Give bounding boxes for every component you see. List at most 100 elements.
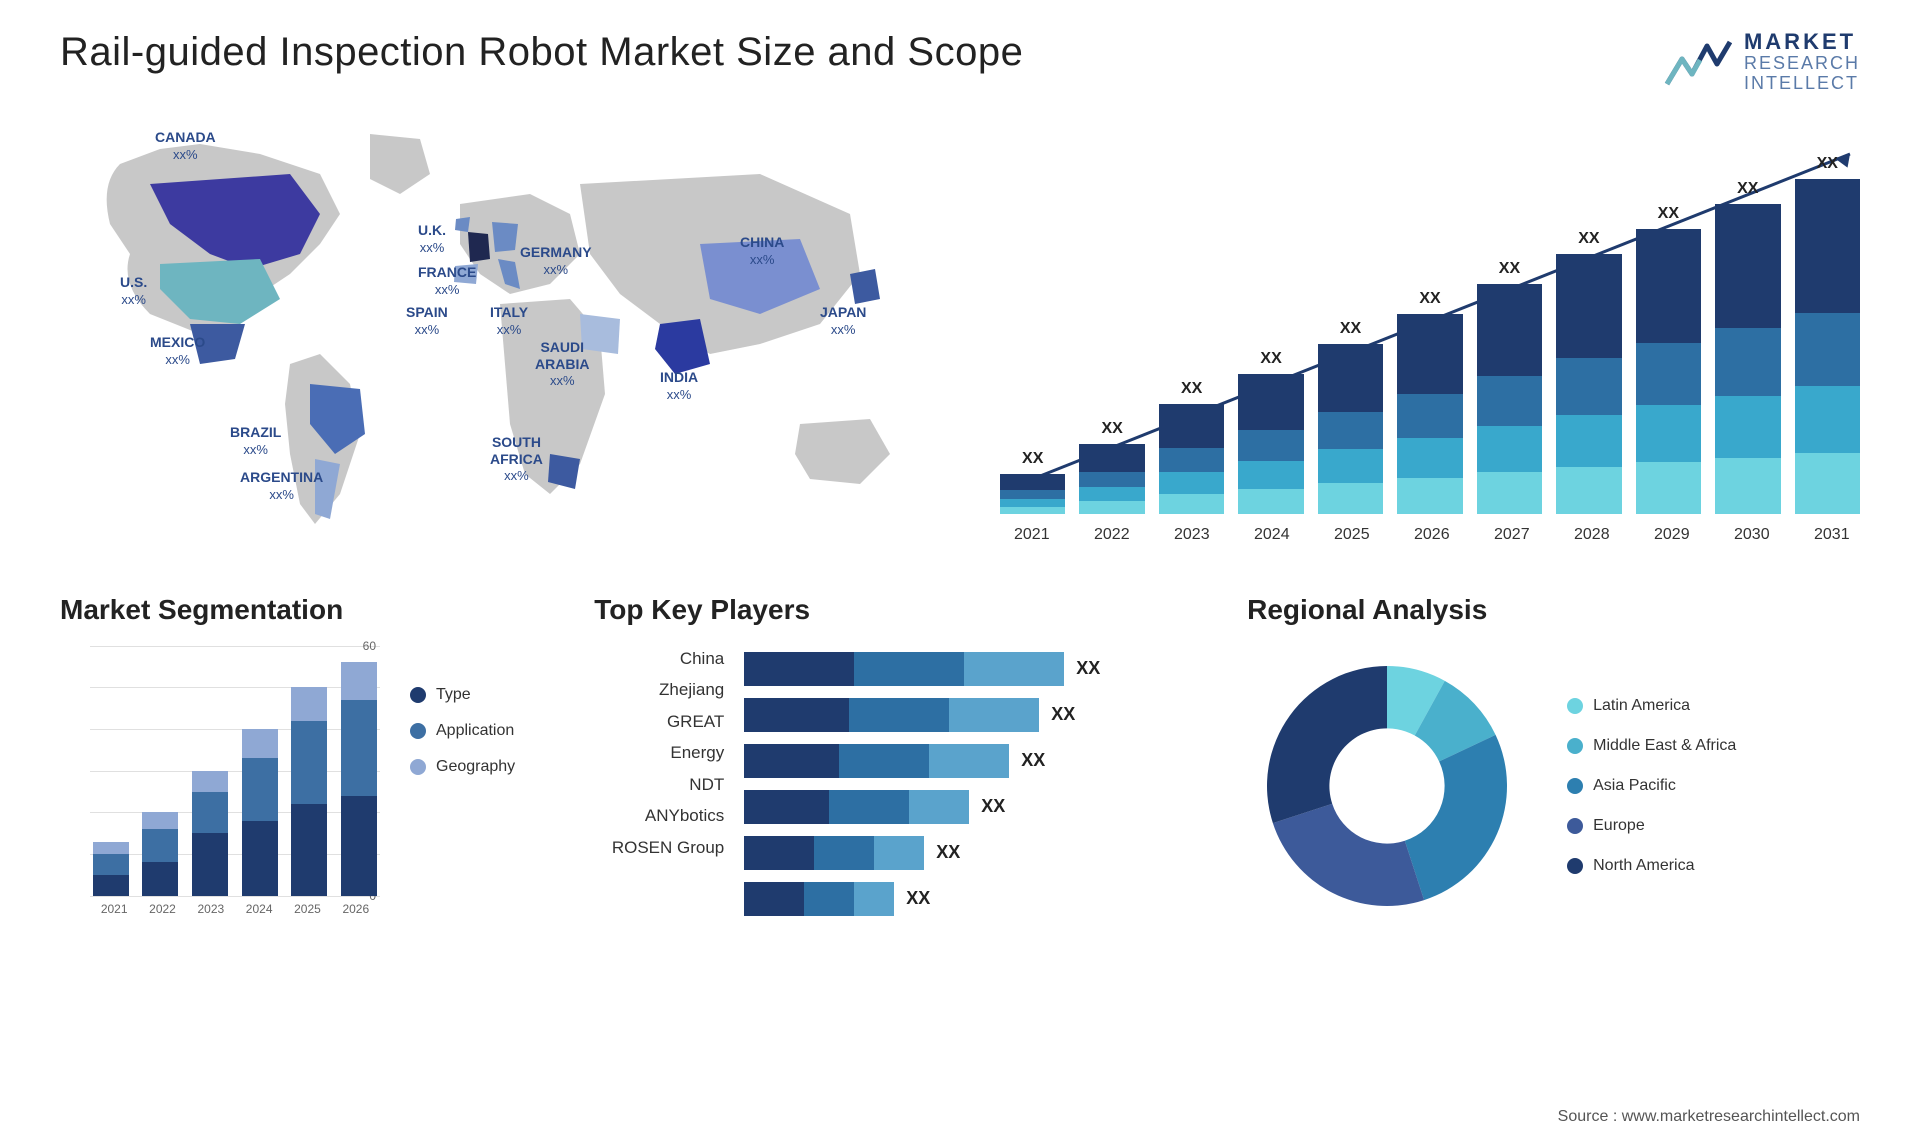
- segmentation-chart: 0102030405060 202120222023202420252026: [60, 646, 380, 926]
- country-label: CANADAxx%: [155, 129, 216, 163]
- player-bar-row: XX: [744, 652, 1207, 686]
- country-label: U.K.xx%: [418, 222, 446, 256]
- forecast-year-label: 2021: [1014, 526, 1050, 544]
- legend-item: Geography: [410, 758, 515, 776]
- map-uk: [455, 217, 470, 232]
- brand-logo: MARKET RESEARCH INTELLECT: [1662, 30, 1860, 94]
- player-name: Energy: [670, 740, 724, 766]
- forecast-year-label: 2031: [1814, 526, 1850, 544]
- legend-label: Geography: [436, 758, 515, 776]
- logo-text-1: MARKET: [1744, 30, 1860, 54]
- player-name: Zhejiang: [659, 677, 724, 703]
- logo-text-2: RESEARCH: [1744, 54, 1860, 74]
- forecast-bar-label: XX: [1022, 450, 1043, 468]
- legend-item: North America: [1567, 857, 1736, 875]
- player-name: ANYbotics: [645, 803, 724, 829]
- legend-label: Europe: [1593, 817, 1645, 835]
- forecast-bar-label: XX: [1737, 180, 1758, 198]
- donut-chart: [1247, 646, 1527, 926]
- forecast-bar: XX: [1397, 290, 1462, 514]
- forecast-bar: XX: [1795, 155, 1860, 514]
- forecast-bar-label: XX: [1260, 350, 1281, 368]
- seg-xlabel: 2025: [294, 902, 321, 926]
- forecast-bar: XX: [1715, 180, 1780, 514]
- legend-dot-icon: [1567, 698, 1583, 714]
- legend-item: Application: [410, 722, 515, 740]
- legend-dot-icon: [1567, 778, 1583, 794]
- legend-label: Application: [436, 722, 514, 740]
- forecast-bar-label: XX: [1102, 420, 1123, 438]
- world-map: CANADAxx%U.S.xx%MEXICOxx%BRAZILxx%ARGENT…: [60, 124, 940, 544]
- seg-bar: [341, 662, 377, 895]
- player-value: XX: [981, 796, 1005, 817]
- seg-xlabel: 2023: [197, 902, 224, 926]
- seg-bar: [192, 771, 228, 896]
- legend-label: North America: [1593, 857, 1694, 875]
- legend-item: Latin America: [1567, 697, 1736, 715]
- forecast-bar-label: XX: [1817, 155, 1838, 173]
- seg-xlabel: 2021: [101, 902, 128, 926]
- segmentation-legend: Type Application Geography: [410, 646, 515, 926]
- segmentation-title: Market Segmentation: [60, 594, 554, 626]
- country-label: JAPANxx%: [820, 304, 866, 338]
- forecast-bar-label: XX: [1658, 205, 1679, 223]
- forecast-bar-label: XX: [1419, 290, 1440, 308]
- legend-item: Asia Pacific: [1567, 777, 1736, 795]
- forecast-bar: XX: [1238, 350, 1303, 514]
- player-name: NDT: [689, 772, 724, 798]
- donut-slice: [1267, 666, 1387, 823]
- legend-dot-icon: [1567, 858, 1583, 874]
- legend-label: Type: [436, 686, 471, 704]
- legend-dot-icon: [1567, 818, 1583, 834]
- country-label: GERMANYxx%: [520, 244, 592, 278]
- logo-icon: [1662, 34, 1732, 90]
- country-label: CHINAxx%: [740, 234, 784, 268]
- forecast-bar: XX: [1318, 320, 1383, 514]
- player-value: XX: [1021, 750, 1045, 771]
- legend-label: Middle East & Africa: [1593, 737, 1736, 755]
- players-names: ChinaZhejiangGREATEnergyNDTANYboticsROSE…: [594, 646, 724, 916]
- forecast-bar: XX: [1079, 420, 1144, 514]
- forecast-bar: XX: [1556, 230, 1621, 514]
- forecast-bar-label: XX: [1340, 320, 1361, 338]
- player-bar-row: XX: [744, 882, 1207, 916]
- country-label: U.S.xx%: [120, 274, 147, 308]
- legend-dot-icon: [1567, 738, 1583, 754]
- seg-bar: [291, 687, 327, 895]
- forecast-chart: XXXXXXXXXXXXXXXXXXXXXX 20212022202320242…: [980, 124, 1860, 544]
- donut-slice: [1405, 735, 1507, 900]
- player-bar-row: XX: [744, 836, 1207, 870]
- legend-dot-icon: [410, 723, 426, 739]
- seg-xlabel: 2022: [149, 902, 176, 926]
- regional-legend: Latin America Middle East & Africa Asia Pa…: [1567, 697, 1736, 875]
- player-name: ROSEN Group: [612, 835, 724, 861]
- segmentation-section: Market Segmentation 0102030405060 202120…: [60, 594, 554, 926]
- player-value: XX: [1051, 704, 1075, 725]
- player-value: XX: [936, 842, 960, 863]
- legend-label: Latin America: [1593, 697, 1690, 715]
- forecast-bar: XX: [1159, 380, 1224, 514]
- forecast-year-label: 2023: [1174, 526, 1210, 544]
- source-text: Source : www.marketresearchintellect.com: [1558, 1108, 1860, 1126]
- player-bar-row: XX: [744, 790, 1207, 824]
- players-section: Top Key Players ChinaZhejiangGREATEnergy…: [594, 594, 1207, 926]
- player-bar-row: XX: [744, 698, 1207, 732]
- country-label: FRANCExx%: [418, 264, 476, 298]
- forecast-bar: XX: [1636, 205, 1701, 514]
- seg-xlabel: 2026: [342, 902, 369, 926]
- legend-dot-icon: [410, 759, 426, 775]
- forecast-bar-label: XX: [1499, 260, 1520, 278]
- legend-dot-icon: [410, 687, 426, 703]
- forecast-year-label: 2028: [1574, 526, 1610, 544]
- forecast-year-label: 2024: [1254, 526, 1290, 544]
- seg-xlabel: 2024: [246, 902, 273, 926]
- player-value: XX: [1076, 658, 1100, 679]
- country-label: BRAZILxx%: [230, 424, 281, 458]
- legend-item: Europe: [1567, 817, 1736, 835]
- forecast-year-label: 2027: [1494, 526, 1530, 544]
- player-bar-row: XX: [744, 744, 1207, 778]
- country-label: SAUDIARABIAxx%: [535, 339, 589, 389]
- legend-label: Asia Pacific: [1593, 777, 1676, 795]
- players-bars-chart: XX XX XX XX XX XX: [744, 646, 1207, 916]
- seg-bar: [242, 729, 278, 896]
